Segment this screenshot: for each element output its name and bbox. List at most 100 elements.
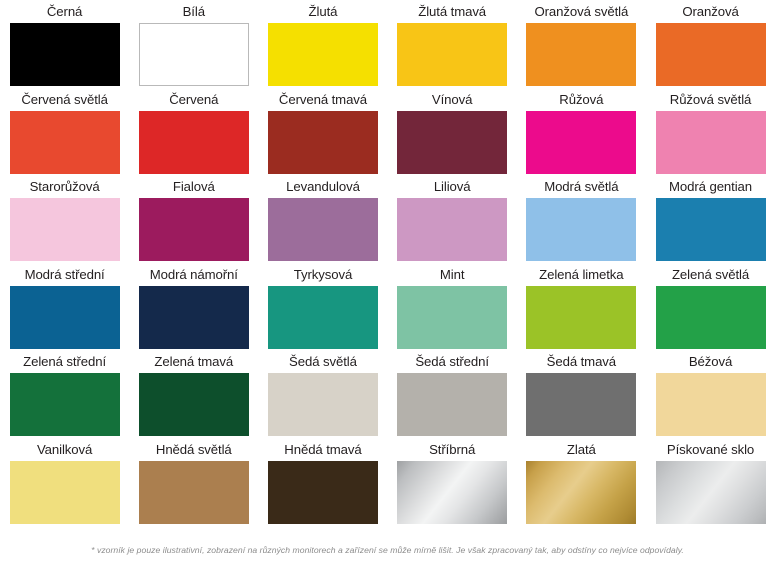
swatch-color-chip[interactable] <box>655 23 766 86</box>
swatch-color-chip[interactable] <box>9 460 120 524</box>
swatch-color-chip[interactable] <box>655 285 766 349</box>
swatch-cell[interactable]: Hnědá světlá <box>129 442 258 530</box>
swatch-label: Černá <box>46 4 83 19</box>
swatch-label: Šedá tmavá <box>546 354 617 369</box>
swatch-cell[interactable]: Zelená světlá <box>646 267 775 355</box>
swatch-label: Liliová <box>433 179 471 194</box>
swatch-color-chip[interactable] <box>267 198 378 261</box>
swatch-cell[interactable]: Liliová <box>388 179 517 267</box>
swatch-cell[interactable]: Vínová <box>388 92 517 180</box>
swatch-cell[interactable]: Stříbrná <box>388 442 517 530</box>
swatch-cell[interactable]: Fialová <box>129 179 258 267</box>
swatch-color-chip[interactable] <box>397 460 508 524</box>
swatch-label: Fialová <box>172 179 215 194</box>
swatch-label: Zelená světlá <box>671 266 750 282</box>
swatch-color-chip[interactable] <box>267 373 378 436</box>
swatch-cell[interactable]: Zelená střední <box>0 354 129 442</box>
swatch-color-chip[interactable] <box>138 198 249 261</box>
swatch-color-chip[interactable] <box>138 373 249 436</box>
swatch-label: Pískované sklo <box>666 441 755 457</box>
swatch-color-chip[interactable] <box>138 460 249 524</box>
swatch-color-chip[interactable] <box>267 110 378 174</box>
swatch-cell[interactable]: Hnědá tmavá <box>258 442 387 530</box>
swatch-cell[interactable]: Vanilková <box>0 442 129 530</box>
swatch-color-chip[interactable] <box>655 198 766 261</box>
swatch-cell[interactable]: Oranžová <box>646 4 775 92</box>
swatch-cell[interactable]: Černá <box>0 4 129 92</box>
swatch-label: Starorůžová <box>29 179 100 194</box>
swatch-color-chip[interactable] <box>9 198 120 261</box>
swatch-cell[interactable]: Zelená limetka <box>517 267 646 355</box>
swatch-color-chip[interactable] <box>138 110 249 174</box>
swatch-label: Žlutá <box>308 4 338 19</box>
swatch-cell[interactable]: Tyrkysová <box>258 267 387 355</box>
swatch-cell[interactable]: Červená <box>129 92 258 180</box>
swatch-color-chip[interactable] <box>526 23 637 86</box>
swatch-color-chip[interactable] <box>9 285 120 349</box>
swatch-cell[interactable]: Žlutá <box>258 4 387 92</box>
swatch-cell[interactable]: Šedá tmavá <box>517 354 646 442</box>
swatch-label: Modrá námořní <box>149 266 238 282</box>
swatch-label: Mint <box>439 266 465 282</box>
swatch-color-chip[interactable] <box>138 285 249 349</box>
swatch-cell[interactable]: Červená tmavá <box>258 92 387 180</box>
swatch-cell[interactable]: Růžová <box>517 92 646 180</box>
swatch-cell[interactable]: Mint <box>388 267 517 355</box>
swatch-color-chip[interactable] <box>526 198 637 261</box>
swatch-label: Stříbrná <box>429 441 476 457</box>
swatch-color-chip[interactable] <box>526 373 637 436</box>
swatch-cell[interactable]: Zelená tmavá <box>129 354 258 442</box>
swatch-cell[interactable]: Šedá světlá <box>258 354 387 442</box>
swatch-label: Zelená střední <box>23 354 107 369</box>
swatch-label: Růžová <box>559 91 604 107</box>
swatch-cell[interactable]: Modrá světlá <box>517 179 646 267</box>
swatch-color-chip[interactable] <box>397 285 508 349</box>
swatch-cell[interactable]: Oranžová světlá <box>517 4 646 92</box>
swatch-label: Zelená tmavá <box>154 354 234 369</box>
swatch-color-chip[interactable] <box>655 110 766 174</box>
swatch-label: Růžová světlá <box>669 91 752 107</box>
swatch-color-chip[interactable] <box>397 373 508 436</box>
swatch-color-chip[interactable] <box>9 23 120 86</box>
swatch-label: Tyrkysová <box>293 266 353 282</box>
swatch-cell[interactable]: Béžová <box>646 354 775 442</box>
swatch-color-chip[interactable] <box>526 460 637 524</box>
swatch-color-chip[interactable] <box>397 110 508 174</box>
swatch-label: Žlutá tmavá <box>418 4 487 19</box>
swatch-label: Oranžová <box>682 4 739 19</box>
swatch-cell[interactable]: Modrá gentian <box>646 179 775 267</box>
swatch-color-chip[interactable] <box>9 373 120 436</box>
swatch-color-chip[interactable] <box>526 110 637 174</box>
footnote-disclaimer: * vzorník je pouze ilustrativní, zobraze… <box>91 545 684 555</box>
swatch-cell[interactable]: Zlatá <box>517 442 646 530</box>
swatch-color-chip[interactable] <box>9 110 120 174</box>
swatch-cell[interactable]: Levandulová <box>258 179 387 267</box>
swatch-color-chip[interactable] <box>397 23 508 86</box>
swatch-label: Oranžová světlá <box>534 4 629 19</box>
swatch-color-chip[interactable] <box>526 285 637 349</box>
swatch-cell[interactable]: Modrá námořní <box>129 267 258 355</box>
swatch-color-chip[interactable] <box>267 460 378 524</box>
swatch-label: Šedá světlá <box>289 354 357 369</box>
swatch-cell[interactable]: Pískované sklo <box>646 442 775 530</box>
swatch-label: Bílá <box>182 4 205 19</box>
swatch-cell[interactable]: Starorůžová <box>0 179 129 267</box>
swatch-color-chip[interactable] <box>138 23 249 86</box>
swatch-label: Červená <box>169 91 219 107</box>
swatch-cell[interactable]: Žlutá tmavá <box>388 4 517 92</box>
swatch-color-chip[interactable] <box>397 198 508 261</box>
swatch-cell[interactable]: Šedá střední <box>388 354 517 442</box>
swatch-color-chip[interactable] <box>655 373 766 436</box>
swatch-cell[interactable]: Modrá střední <box>0 267 129 355</box>
swatch-color-chip[interactable] <box>267 23 378 86</box>
swatch-cell[interactable]: Bílá <box>129 4 258 92</box>
swatch-label: Béžová <box>688 354 733 369</box>
swatch-label: Levandulová <box>286 179 360 194</box>
swatch-color-chip[interactable] <box>267 285 378 349</box>
swatch-cell[interactable]: Červená světlá <box>0 92 129 180</box>
swatch-color-chip[interactable] <box>655 460 766 524</box>
swatch-label: Hnědá tmavá <box>284 441 362 457</box>
swatch-label: Červená tmavá <box>278 91 368 107</box>
swatch-cell[interactable]: Růžová světlá <box>646 92 775 180</box>
swatch-label: Hnědá světlá <box>155 441 232 457</box>
